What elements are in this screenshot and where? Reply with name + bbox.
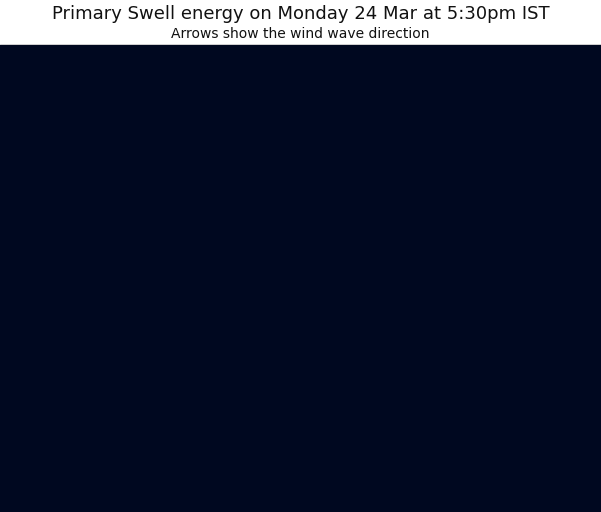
Text: Primary Swell energy on Monday 24 Mar at 5:30pm IST: Primary Swell energy on Monday 24 Mar at… [52,5,549,23]
Text: Arrows show the wind wave direction: Arrows show the wind wave direction [171,27,430,41]
